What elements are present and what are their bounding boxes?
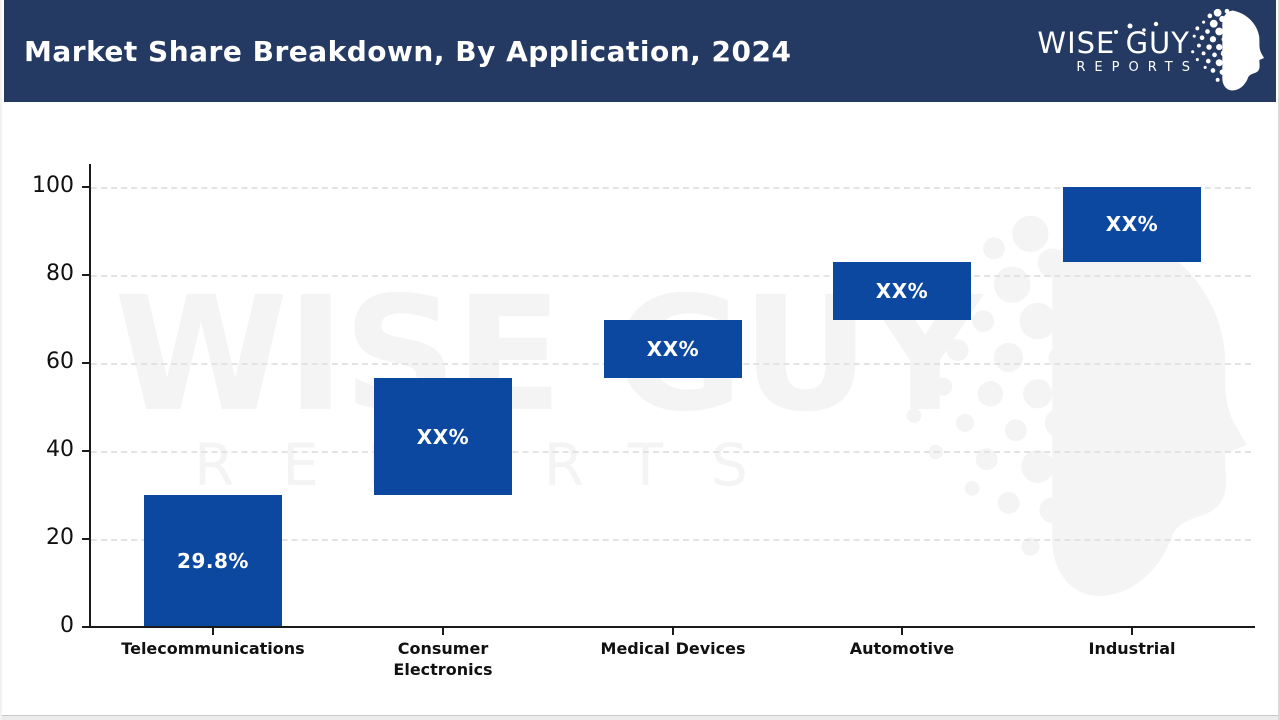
y-tick-label: 100 xyxy=(32,172,74,198)
y-axis xyxy=(89,164,91,628)
bar-value-label: XX% xyxy=(875,279,929,304)
y-tick-label: 60 xyxy=(46,348,74,374)
bar-value-label: XX% xyxy=(416,424,470,449)
header: Market Share Breakdown, By Application, … xyxy=(4,0,1276,102)
gridline xyxy=(91,538,1251,541)
x-axis xyxy=(89,626,1255,628)
y-axis-tick xyxy=(82,449,89,452)
bar-value-label: 29.8% xyxy=(177,548,249,573)
bar-value-label: XX% xyxy=(1105,212,1159,237)
gridline xyxy=(91,186,1251,189)
y-tick-label: 20 xyxy=(46,524,74,550)
footer-strip xyxy=(2,715,1278,720)
x-axis-tick xyxy=(901,628,903,635)
chart-title: Market Share Breakdown, By Application, … xyxy=(24,34,792,68)
x-tick-label: Telecommunications xyxy=(121,639,305,658)
bar-medical-devices: XX% xyxy=(604,320,742,379)
y-tick-label: 0 xyxy=(60,612,74,638)
x-tick-label: Consumer Electronics xyxy=(393,639,493,679)
x-axis-tick xyxy=(442,628,444,635)
y-tick-label: 40 xyxy=(46,436,74,462)
x-axis-tick xyxy=(672,628,674,635)
bar-consumer-electronics: XX% xyxy=(374,378,512,496)
bar-automotive: XX% xyxy=(833,262,971,321)
logo-subtext: REPORTS xyxy=(1076,59,1199,75)
y-axis-tick xyxy=(82,537,89,540)
logo-dots-icon xyxy=(1114,21,1159,34)
y-axis-tick xyxy=(82,273,89,276)
x-tick-label: Industrial xyxy=(1088,639,1176,658)
logo-wordmark: WISE GUY xyxy=(1037,25,1190,60)
y-axis-tick xyxy=(82,625,89,628)
wiseguy-logo: WISE GUY REPORTS xyxy=(1037,5,1266,97)
bar-value-label: XX% xyxy=(646,337,700,362)
y-tick-label: 80 xyxy=(46,260,74,286)
y-axis-tick xyxy=(82,185,89,188)
x-axis-tick xyxy=(212,628,214,635)
gridline xyxy=(91,274,1251,277)
bar-industrial: XX% xyxy=(1063,186,1201,263)
gridline xyxy=(91,450,1251,453)
x-tick-label: Automotive xyxy=(849,639,955,658)
x-axis-tick xyxy=(1131,628,1133,635)
bar-telecommunications: 29.8% xyxy=(144,495,282,627)
x-tick-label: Medical Devices xyxy=(600,639,746,658)
y-axis-tick xyxy=(82,361,89,364)
